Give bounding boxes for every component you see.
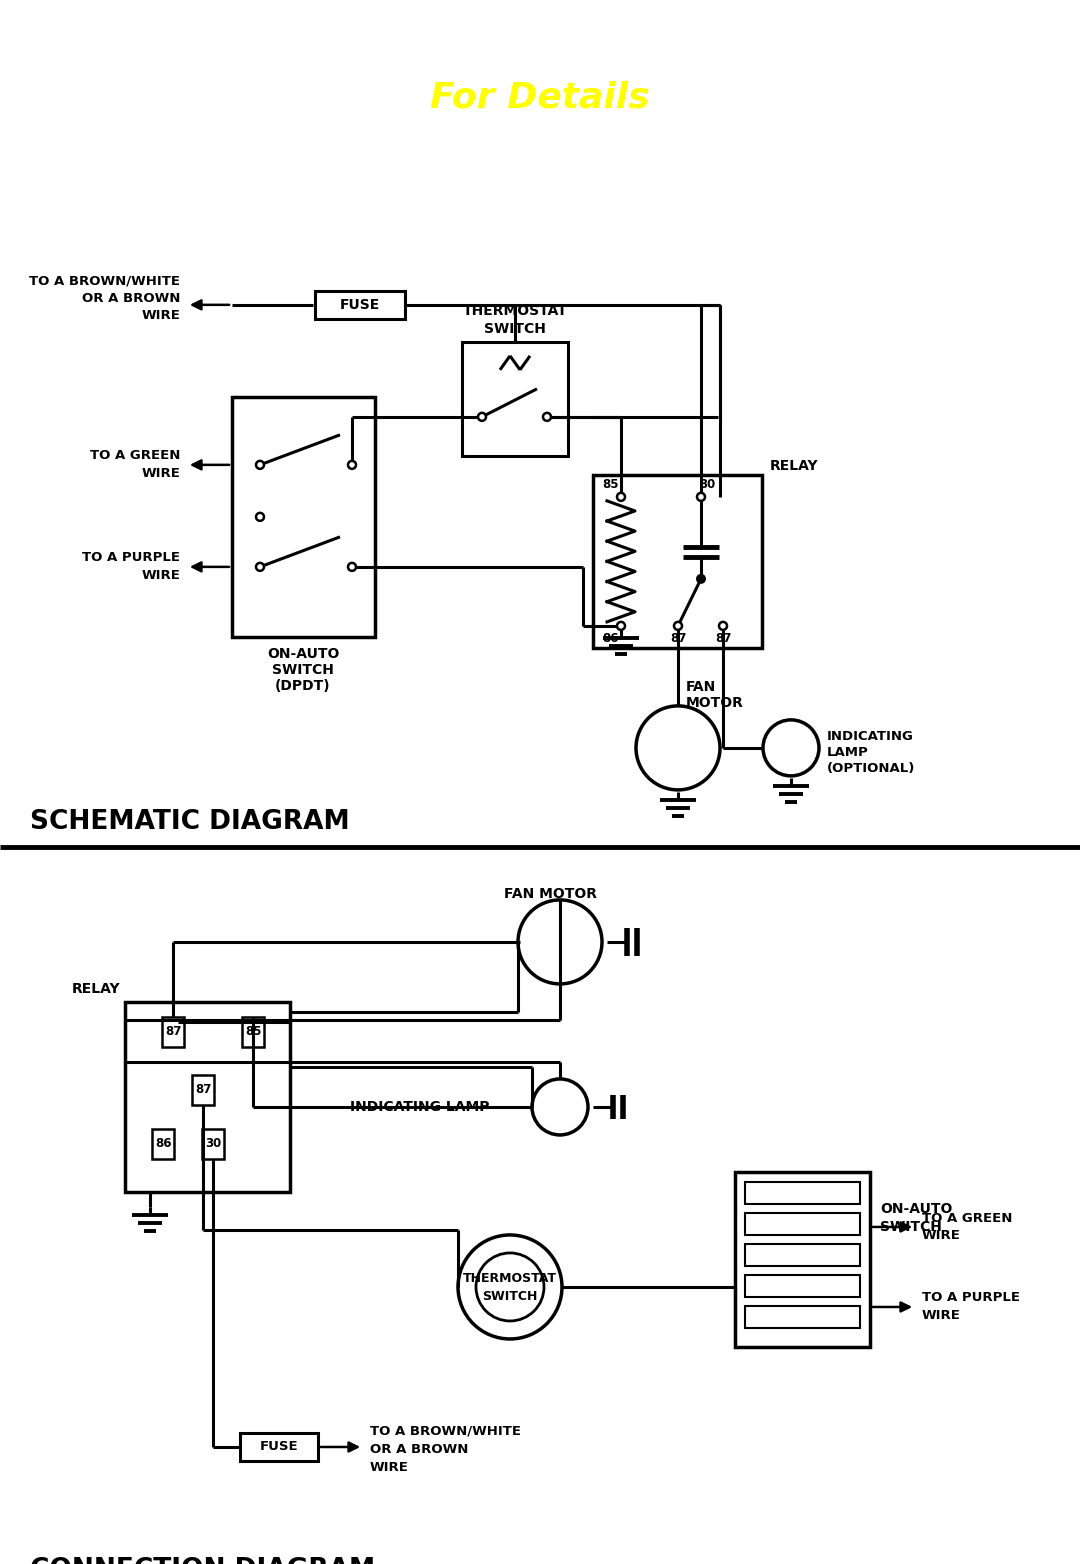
Text: LAMP: LAMP: [827, 746, 868, 759]
Text: FAN MOTOR: FAN MOTOR: [503, 887, 596, 901]
Bar: [152, 1129, 174, 1159]
Bar: [462, 343, 568, 455]
Text: SWITCH: SWITCH: [484, 322, 545, 336]
Text: WIRE: WIRE: [922, 1229, 961, 1242]
Circle shape: [762, 719, 819, 776]
Circle shape: [697, 493, 705, 500]
Text: 87: 87: [194, 1084, 212, 1096]
Text: RELAY: RELAY: [770, 458, 819, 472]
Text: SWITCH: SWITCH: [483, 1290, 538, 1303]
Text: OR A BROWN: OR A BROWN: [82, 292, 180, 305]
Text: ON-AUTO: ON-AUTO: [267, 647, 339, 662]
Text: FUSE: FUSE: [259, 1440, 298, 1453]
Text: CONNECTION DIAGRAM: CONNECTION DIAGRAM: [30, 1558, 375, 1564]
Text: WIRE: WIRE: [370, 1461, 409, 1473]
Bar: [232, 397, 375, 637]
Text: 85: 85: [245, 1026, 261, 1038]
Circle shape: [617, 493, 625, 500]
Text: (OPTIONAL): (OPTIONAL): [827, 762, 916, 774]
Text: 87: 87: [670, 632, 686, 644]
Circle shape: [532, 1079, 588, 1135]
Bar: [162, 1017, 184, 1046]
Bar: [202, 1129, 224, 1159]
Bar: [745, 1182, 860, 1204]
Text: FUSE: FUSE: [340, 297, 380, 311]
Circle shape: [543, 413, 551, 421]
Circle shape: [617, 622, 625, 630]
Text: WIRE: WIRE: [141, 569, 180, 582]
Text: INDICATING: INDICATING: [827, 730, 914, 743]
Bar: [745, 1243, 860, 1265]
Bar: [125, 1003, 291, 1192]
Circle shape: [636, 705, 720, 790]
Bar: [593, 475, 762, 647]
Bar: [735, 1171, 870, 1347]
Circle shape: [719, 622, 727, 630]
Text: 87: 87: [715, 632, 731, 644]
Circle shape: [256, 461, 264, 469]
Text: WIRE: WIRE: [141, 308, 180, 322]
Text: SWITCH: SWITCH: [880, 1220, 942, 1234]
Bar: [745, 1214, 860, 1236]
Bar: [242, 1017, 264, 1046]
Text: TO A GREEN: TO A GREEN: [922, 1212, 1012, 1225]
Text: INDICATING LAMP: INDICATING LAMP: [350, 1099, 489, 1114]
Circle shape: [348, 563, 356, 571]
Text: RELAY: RELAY: [71, 982, 120, 996]
Text: (DPDT): (DPDT): [275, 679, 330, 693]
Bar: [745, 1275, 860, 1297]
Text: OR A BROWN: OR A BROWN: [370, 1444, 469, 1456]
Text: For Details: For Details: [430, 80, 650, 114]
Text: 30: 30: [699, 479, 715, 491]
Text: TO A BROWN/WHITE: TO A BROWN/WHITE: [29, 275, 180, 288]
Circle shape: [476, 1253, 544, 1322]
Circle shape: [348, 461, 356, 469]
Text: 86: 86: [603, 632, 619, 644]
Text: SCHEMATIC DIAGRAM: SCHEMATIC DIAGRAM: [30, 809, 350, 835]
Text: WIRE: WIRE: [922, 1309, 961, 1322]
Text: TO A BROWN/WHITE: TO A BROWN/WHITE: [370, 1425, 521, 1437]
Text: WIRE: WIRE: [141, 468, 180, 480]
Text: 87: 87: [165, 1026, 181, 1038]
Text: SWITCH: SWITCH: [272, 663, 334, 677]
Circle shape: [458, 1236, 562, 1339]
Text: TO A PURPLE: TO A PURPLE: [922, 1290, 1020, 1304]
Text: 86: 86: [154, 1137, 172, 1151]
Bar: [240, 1433, 318, 1461]
Circle shape: [696, 574, 706, 583]
Text: THERMOSTAT: THERMOSTAT: [463, 1273, 557, 1286]
Circle shape: [674, 622, 681, 630]
Text: 30: 30: [205, 1137, 221, 1151]
Text: 85: 85: [603, 479, 619, 491]
Text: TO A GREEN: TO A GREEN: [90, 449, 180, 461]
Text: CLICK HERE: CLICK HERE: [476, 31, 604, 52]
Circle shape: [518, 899, 602, 984]
Text: ON-AUTO: ON-AUTO: [880, 1203, 953, 1215]
Text: FAN: FAN: [686, 680, 716, 694]
Circle shape: [478, 413, 486, 421]
Text: THERMOSTAT: THERMOSTAT: [462, 303, 567, 317]
Bar: [315, 291, 405, 319]
Circle shape: [256, 563, 264, 571]
Bar: [192, 1074, 214, 1104]
Text: MOTOR: MOTOR: [686, 696, 744, 710]
Circle shape: [256, 513, 264, 521]
Bar: [745, 1306, 860, 1328]
Text: TO A PURPLE: TO A PURPLE: [82, 551, 180, 565]
